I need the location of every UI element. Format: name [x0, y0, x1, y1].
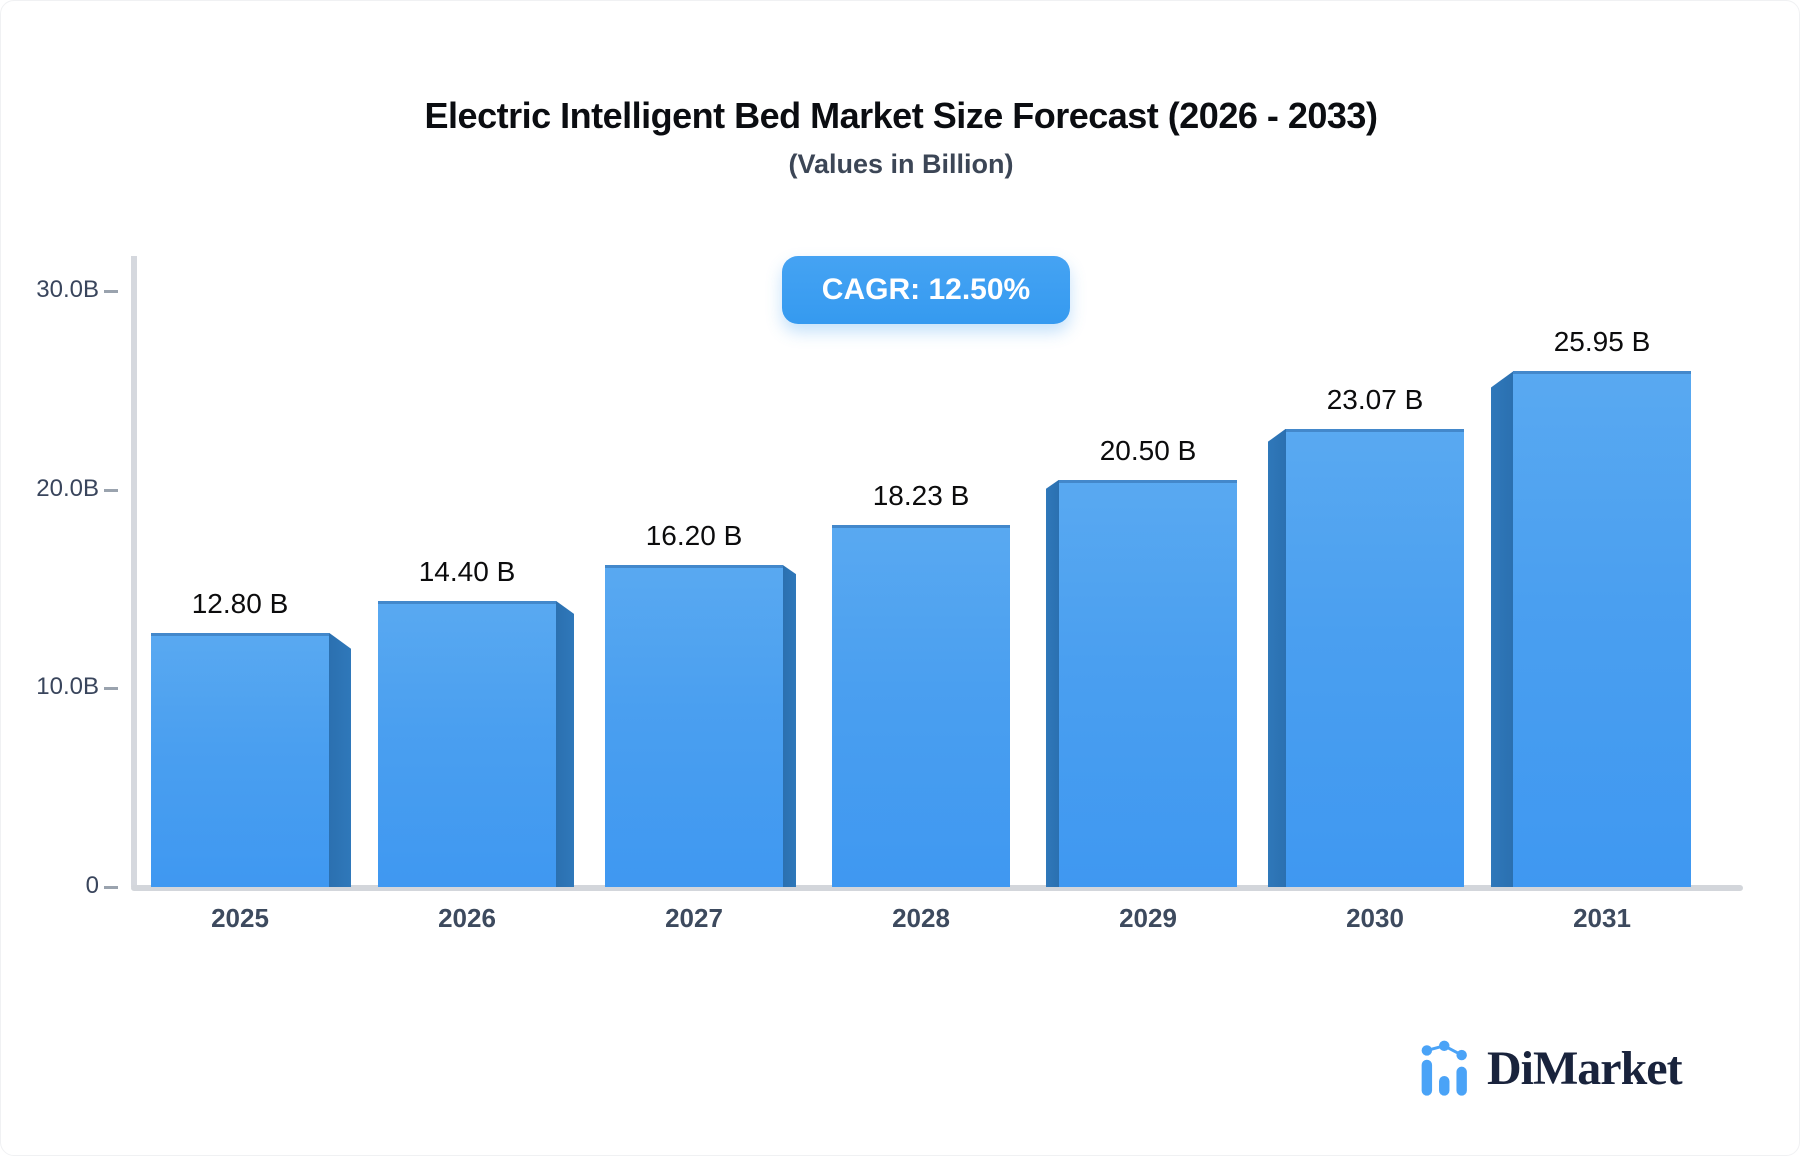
bar-value-label: 18.23 B: [872, 479, 970, 511]
bar-top-edge: [151, 632, 329, 636]
bar-top-edge: [1059, 479, 1237, 483]
x-axis-label: 2027: [665, 903, 723, 933]
bar: [1513, 371, 1691, 887]
bar: [605, 565, 783, 887]
bar-value-label: 12.80 B: [191, 587, 289, 619]
bar-3d-side: [1046, 479, 1059, 887]
bar-top-edge: [378, 600, 556, 604]
bar-value-label: 14.40 B: [418, 555, 516, 587]
y-tick-label: 30.0B: [36, 276, 99, 303]
bar-top-edge: [1286, 428, 1464, 432]
x-axis-baseline: [131, 885, 1743, 891]
y-tick-label: 10.0B: [36, 673, 99, 701]
x-axis-label: 2030: [1346, 903, 1404, 933]
bar: [832, 524, 1010, 887]
bar-3d-side: [1268, 428, 1286, 887]
y-tick-label: 0: [85, 872, 99, 899]
bar: [378, 600, 556, 887]
cagr-badge: CAGR: 12.50%: [782, 256, 1070, 324]
bar-3d-side: [1491, 371, 1513, 887]
x-axis-label: 2025: [211, 903, 269, 933]
bar-top-edge: [1513, 371, 1691, 375]
bar-value-label: 25.95 B: [1553, 326, 1651, 358]
chart-subtitle: (Values in Billion): [788, 149, 1014, 179]
brand-logo: DiMarket: [1419, 1039, 1683, 1099]
y-tick-dash: [104, 687, 118, 691]
y-tick-label: 20.0B: [36, 474, 99, 502]
bar-value-label: 20.50 B: [1099, 434, 1197, 466]
bar-top-edge: [605, 565, 783, 569]
y-tick-dash: [104, 886, 118, 889]
x-axis-label: 2028: [892, 903, 950, 933]
bar-3d-side: [329, 632, 351, 887]
x-axis-label: 2026: [438, 903, 496, 933]
chart-title: Electric Intelligent Bed Market Size For…: [424, 95, 1378, 136]
bar-value-label: 23.07 B: [1326, 383, 1424, 415]
bar: [151, 632, 329, 887]
x-axis-label: 2029: [1119, 903, 1177, 933]
bar-value-label: 16.20 B: [645, 520, 743, 552]
bar: [1286, 428, 1464, 887]
bar-chart-logo-icon: [1421, 1040, 1467, 1096]
bar-3d-side: [556, 600, 574, 887]
y-tick-dash: [104, 290, 118, 293]
bar: [1059, 479, 1237, 887]
y-axis-line: [131, 256, 137, 887]
x-axis-label: 2031: [1573, 903, 1631, 933]
y-tick-dash: [104, 488, 118, 492]
bar-3d-side: [783, 565, 796, 887]
bar-top-edge: [832, 524, 1010, 528]
brand-logo-text: DiMarket: [1487, 1042, 1683, 1095]
